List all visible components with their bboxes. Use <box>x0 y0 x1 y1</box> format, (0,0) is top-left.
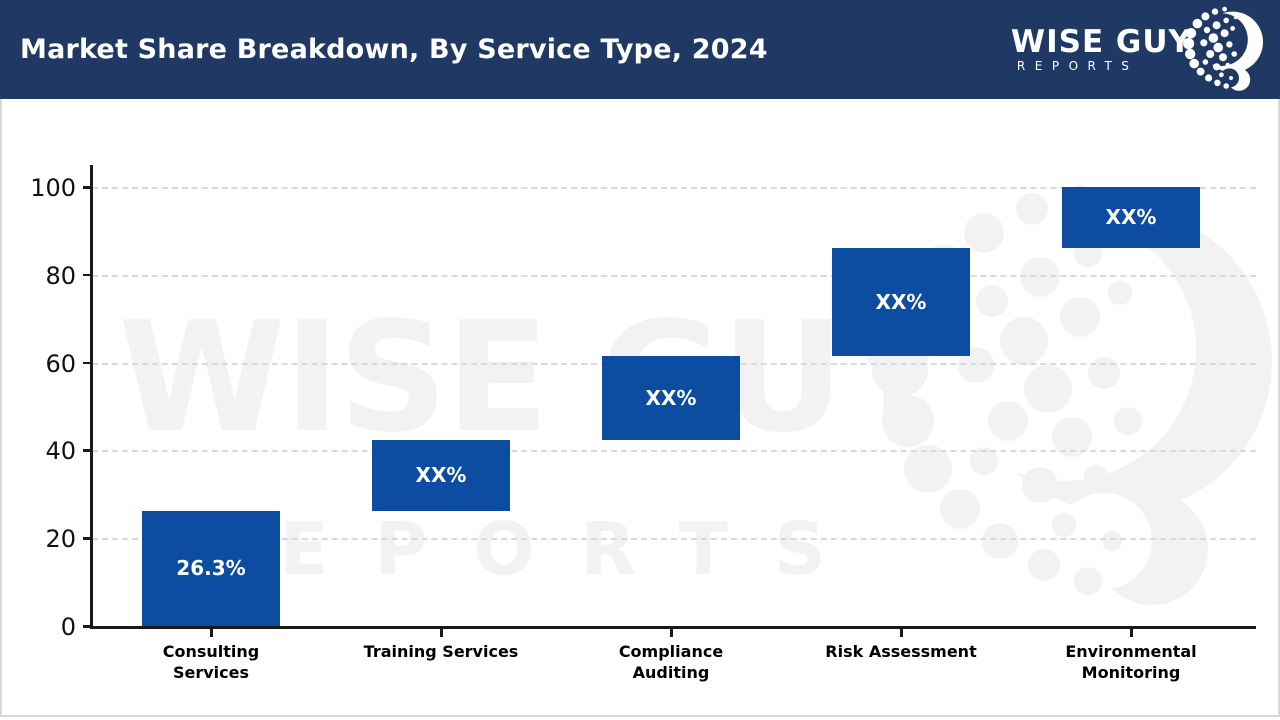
bar-value-label: 26.3% <box>176 556 246 581</box>
y-axis-tick <box>83 625 92 628</box>
y-axis-tick-label: 40 <box>45 437 76 466</box>
x-axis-category-label: Risk Assessment <box>825 642 977 661</box>
y-axis-tick-label: 60 <box>45 349 76 378</box>
y-axis-tick <box>83 537 92 540</box>
chart-canvas: WISE GUY REPORTS <box>0 99 1280 720</box>
page-title: Market Share Breakdown, By Service Type,… <box>20 34 768 65</box>
x-axis-tick <box>900 628 903 637</box>
brain-head-icon <box>1183 6 1263 91</box>
y-axis-tick <box>83 273 92 277</box>
y-axis-tick-label: 0 <box>60 613 76 641</box>
y-axis-line <box>90 165 93 628</box>
x-axis-category-label: Compliance Auditing <box>618 642 724 682</box>
y-axis-tick <box>83 361 92 365</box>
waterfall-bar-segment: XX% <box>832 247 970 357</box>
brand-name: WISE GUY <box>1010 23 1192 60</box>
waterfall-bar-segment: 26.3% <box>142 510 280 626</box>
brand-tagline: REPORTS <box>1016 59 1139 74</box>
x-axis-tick <box>670 628 673 637</box>
y-axis-tick <box>83 449 92 452</box>
y-axis-tick-label: 20 <box>45 525 76 554</box>
gridline <box>92 538 1256 541</box>
bar-value-label: XX% <box>1105 205 1157 230</box>
bar-value-label: XX% <box>415 463 467 488</box>
header-bar: Market Share Breakdown, By Service Type,… <box>0 0 1280 99</box>
watermark-brand-tagline: REPORTS <box>178 507 872 591</box>
brand-logo-text: WISE GUY REPORTS <box>1011 26 1192 74</box>
x-axis-line <box>90 626 1256 629</box>
x-axis-tick <box>1130 628 1133 637</box>
watermark-brand-name: WISE GUY <box>118 289 953 466</box>
waterfall-bar-segment: XX% <box>1062 187 1200 248</box>
x-axis-category-label: Consulting Services <box>162 642 260 682</box>
y-axis-tick <box>83 186 92 189</box>
gridline <box>92 450 1256 453</box>
waterfall-bar-segment: XX% <box>372 440 510 511</box>
y-axis-tick-label: 80 <box>45 261 76 290</box>
bar-value-label: XX% <box>875 290 927 314</box>
x-axis-tick <box>440 628 443 637</box>
gridline <box>92 274 1256 277</box>
watermark-brain-head-icon <box>872 185 1272 605</box>
x-axis-category-label: Environmental Monitoring <box>1065 642 1197 682</box>
y-axis-tick-label: 100 <box>30 174 76 202</box>
waterfall-bar-segment: XX% <box>602 356 740 441</box>
x-axis-category-label: Training Services <box>363 642 519 661</box>
brand-logo: WISE GUY REPORTS <box>1011 6 1280 94</box>
x-axis-tick <box>210 628 213 637</box>
gridline <box>92 187 1256 189</box>
bar-value-label: XX% <box>645 386 697 411</box>
